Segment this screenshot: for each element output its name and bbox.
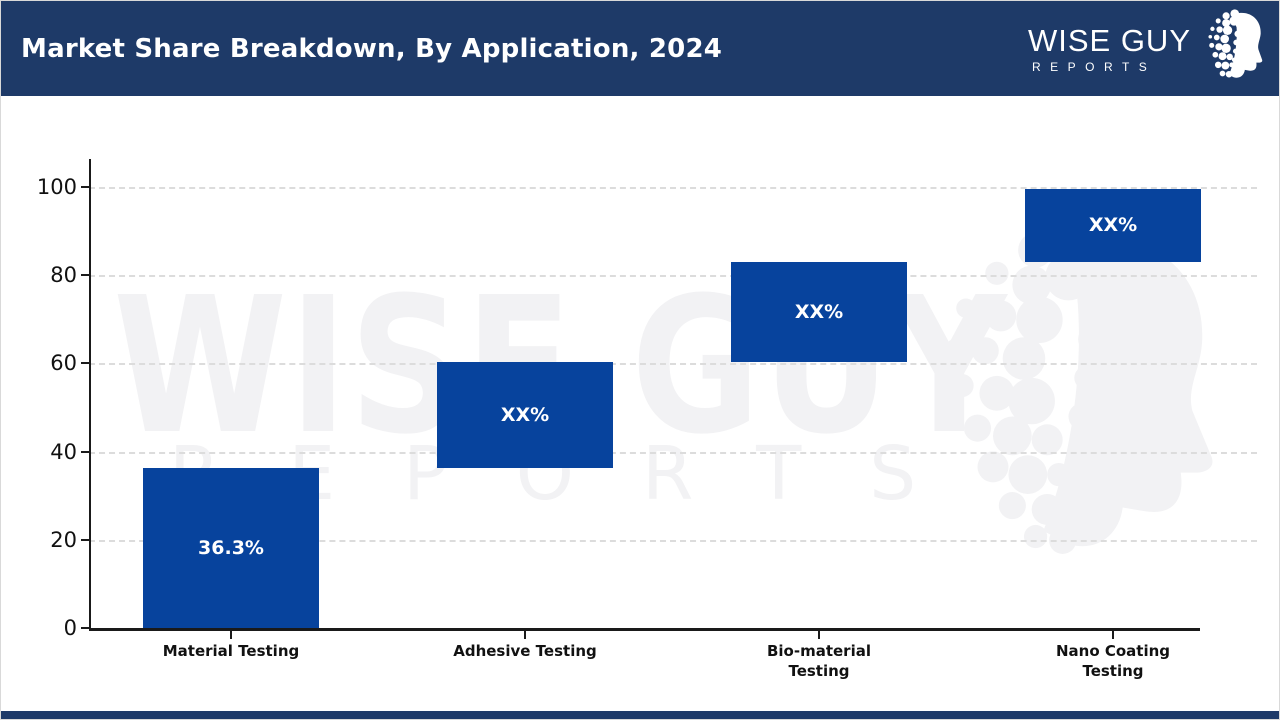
y-tick-mark-40	[81, 450, 89, 453]
y-tick-label-40: 40	[50, 439, 77, 464]
x-category-label-2: Bio-material Testing	[709, 641, 929, 681]
y-tick-label-0: 0	[63, 616, 77, 640]
x-category-label-0: Material Testing	[121, 641, 341, 661]
bar-value-label: 36.3%	[198, 536, 264, 559]
x-category-label-line: Testing	[1082, 662, 1144, 680]
x-category-label-1: Adhesive Testing	[415, 641, 635, 661]
brand-name: WISE GUY	[1027, 23, 1191, 58]
bar-bio-material-testing: XX%	[731, 261, 907, 363]
y-tick-label-80: 80	[50, 263, 77, 288]
x-category-label-line: Material Testing	[162, 642, 300, 660]
brand-logo: WISE GUY REPORTS	[1028, 9, 1265, 89]
y-axis-line	[89, 159, 91, 631]
y-tick-mark-0	[81, 627, 89, 629]
bar-nano-coating-testing: XX%	[1025, 188, 1201, 262]
x-axis-line	[89, 628, 1200, 631]
x-category-label-3: Nano Coating Testing	[1003, 641, 1223, 681]
bar-value-label: XX%	[500, 403, 550, 426]
gridline-20	[89, 539, 1257, 542]
y-tick-mark-60	[81, 362, 89, 365]
header-bar: Market Share Breakdown, By Application, …	[1, 1, 1279, 96]
bar-material-testing: 36.3%	[143, 467, 319, 628]
y-tick-label-20: 20	[50, 527, 77, 552]
brand-subname: REPORTS	[1031, 60, 1157, 74]
x-tick-mark-3	[1112, 631, 1114, 639]
logo-head-icon	[1208, 9, 1263, 78]
gridline-100	[89, 187, 1257, 189]
y-tick-mark-80	[81, 274, 89, 277]
gridline-60	[89, 363, 1257, 366]
x-category-label-line: Testing	[788, 662, 850, 680]
gridline-80	[89, 275, 1257, 278]
brand-logo-text: WISE GUY REPORTS	[1028, 25, 1191, 73]
footer-bar	[1, 711, 1279, 719]
y-tick-mark-100	[81, 186, 89, 188]
x-category-label-line: Adhesive Testing	[453, 642, 597, 660]
gridline-40	[89, 451, 1257, 454]
x-tick-mark-1	[524, 631, 526, 639]
x-category-label-line: Bio-material	[766, 642, 871, 660]
y-tick-label-60: 60	[50, 351, 77, 376]
x-category-label-line: Nano Coating	[1055, 642, 1171, 660]
y-tick-mark-20	[81, 538, 89, 541]
x-tick-mark-2	[818, 631, 820, 639]
x-tick-mark-0	[230, 631, 232, 639]
bar-value-label: XX%	[1088, 214, 1138, 237]
page-title: Market Share Breakdown, By Application, …	[21, 33, 723, 64]
y-tick-label-100: 100	[36, 175, 77, 199]
bar-adhesive-testing: XX%	[437, 362, 613, 468]
watermark-head-icon	[946, 223, 1213, 554]
bar-value-label: XX%	[794, 301, 844, 324]
